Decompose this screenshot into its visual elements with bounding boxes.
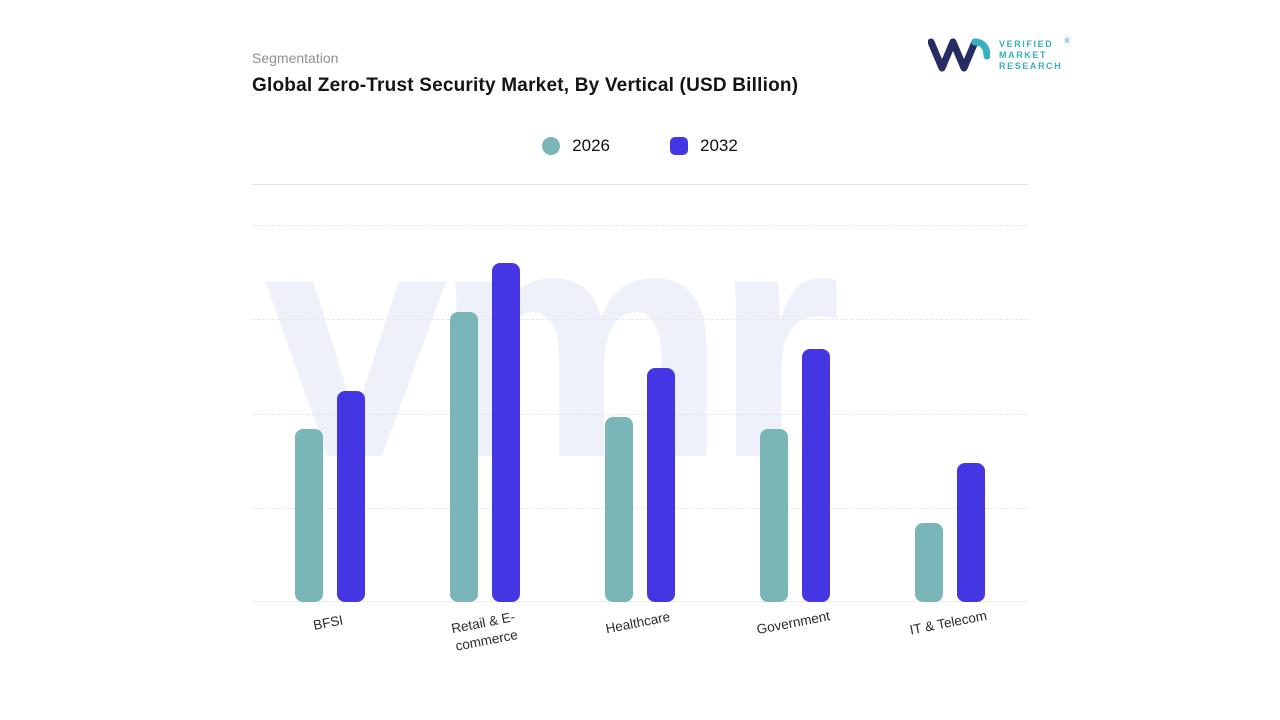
legend-item-2026[interactable]: 2026 (542, 136, 610, 156)
legend-label-2032: 2032 (700, 136, 738, 155)
chart-legend: 2026 2032 (252, 136, 1028, 156)
legend-marker-2032 (670, 137, 688, 155)
vmr-logo: VERIFIED MARKET RESEARCH ® (928, 37, 1070, 73)
legend-label-2026: 2026 (572, 136, 610, 155)
bar-2032-it-telecom[interactable] (957, 462, 986, 602)
bar-2026-retail-e-commerce[interactable] (449, 311, 478, 602)
logo-wordmark: VERIFIED MARKET RESEARCH ® (999, 38, 1070, 72)
gridline (252, 413, 1028, 415)
bar-2032-healthcare[interactable] (647, 368, 675, 602)
gridline (252, 507, 1028, 509)
category-label-slot: Government (718, 608, 873, 650)
category-label-slot: Healthcare (562, 609, 717, 650)
logo-line-verified: VERIFIED (999, 38, 1054, 49)
bar-group (407, 225, 562, 602)
category-label: IT & Telecom (908, 607, 989, 638)
bar-group (873, 225, 1028, 602)
category-label: Healthcare (604, 609, 672, 637)
page-title: Global Zero-Trust Security Market, By Ve… (252, 75, 799, 96)
header-divider (252, 184, 1028, 185)
plot-area: vmr (252, 177, 1028, 602)
category-label-slot: BFSI (252, 612, 407, 650)
category-label: Government (755, 608, 832, 638)
x-axis-baseline (252, 601, 1028, 602)
segmentation-eyebrow: Segmentation (252, 50, 339, 66)
category-label: Retail & E-commerce (449, 609, 519, 654)
category-label-slot: IT & Telecom (873, 608, 1028, 650)
bar-2032-government[interactable] (802, 349, 831, 602)
bar-group (718, 225, 873, 602)
bar-2032-bfsi[interactable] (336, 390, 365, 602)
bar-group (562, 225, 717, 602)
bars-row (252, 225, 1028, 602)
gridline (252, 319, 1028, 321)
legend-item-2032[interactable]: 2032 (670, 136, 738, 156)
bar-2026-healthcare[interactable] (605, 417, 633, 602)
bar-group (252, 225, 407, 602)
bar-2032-retail-e-commerce[interactable] (491, 262, 520, 602)
bar-2026-it-telecom[interactable] (915, 522, 944, 602)
category-label: BFSI (311, 612, 344, 633)
gridline (252, 225, 1028, 226)
bar-2026-bfsi[interactable] (294, 428, 323, 602)
logo-line-research: RESEARCH (999, 60, 1063, 71)
category-labels-row: BFSI Retail & E-commerce Healthcare Governm… (252, 608, 1028, 654)
legend-marker-2026 (542, 137, 561, 155)
vmr-logo-glyph (928, 38, 990, 72)
registered-mark: ® (1064, 37, 1072, 45)
logo-line-market: MARKET (999, 49, 1048, 60)
bar-2026-government[interactable] (760, 428, 789, 602)
category-label-slot: Retail & E-commerce (407, 609, 562, 654)
